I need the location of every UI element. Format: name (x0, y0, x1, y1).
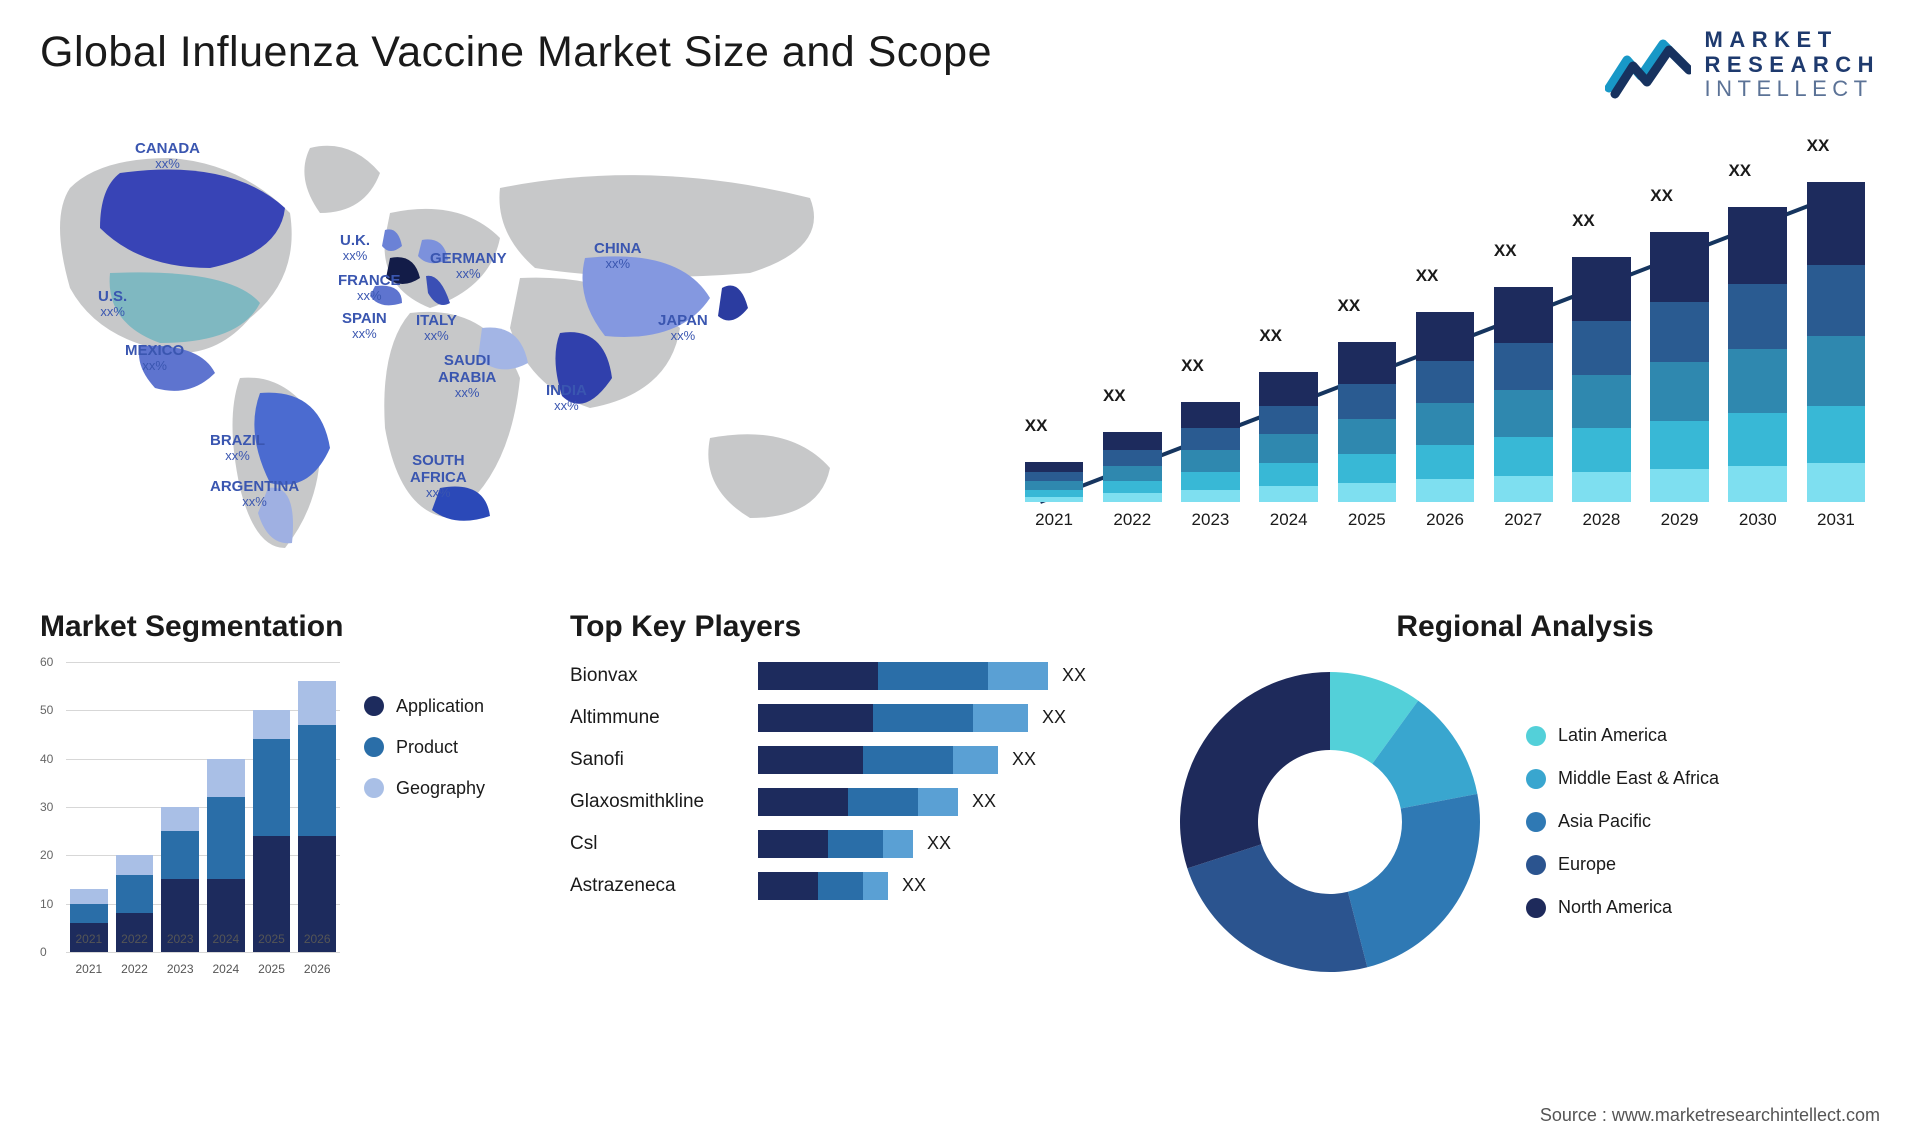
growth-bar-2031: XX2031 (1802, 182, 1870, 530)
growth-chart: XX2021XX2022XX2023XX2024XX2025XX2026XX20… (1020, 132, 1880, 562)
key-players-title: Top Key Players (570, 610, 1120, 644)
segmentation-chart: 0102030405060202120222023202420252026202… (40, 662, 340, 982)
player-row-astrazeneca: AstrazenecaXX (570, 872, 1120, 900)
player-row-bionvax: BionvaxXX (570, 662, 1120, 690)
donut-slice-north-america (1180, 672, 1330, 868)
key-players-panel: Top Key Players BionvaxXX AltimmuneXX Sano… (570, 610, 1120, 1030)
player-row-csl: CslXX (570, 830, 1120, 858)
brand-logo: MARKET RESEARCH INTELLECT (1605, 28, 1880, 102)
world-map-svg (30, 118, 970, 558)
logo-line1: MARKET (1705, 28, 1880, 53)
growth-bar-2025: XX2025 (1333, 342, 1401, 530)
regional-legend-middle-east-africa: Middle East & Africa (1526, 768, 1719, 789)
regional-title: Regional Analysis (1170, 610, 1880, 644)
donut-slice-asia-pacific (1348, 794, 1480, 967)
map-label-india: INDIAxx% (546, 382, 587, 414)
map-label-brazil: BRAZILxx% (210, 432, 265, 464)
map-label-argentina: ARGENTINAxx% (210, 478, 299, 510)
growth-bar-2024: XX2024 (1255, 372, 1323, 530)
regional-legend-europe: Europe (1526, 854, 1719, 875)
growth-bar-2026: XX2026 (1411, 312, 1479, 530)
regional-legend-latin-america: Latin America (1526, 725, 1719, 746)
seg-legend-product: Product (364, 737, 485, 758)
segmentation-panel: Market Segmentation 01020304050602021202… (40, 610, 520, 1030)
seg-bar-2025: 2025 (253, 710, 291, 952)
player-row-altimmune: AltimmuneXX (570, 704, 1120, 732)
logo-mark-icon (1605, 30, 1691, 100)
world-map: CANADAxx% U.S.xx% MEXICOxx% BRAZILxx% ARGENT… (40, 132, 980, 562)
map-label-mexico: MEXICOxx% (125, 342, 184, 374)
map-label-south-africa: SOUTHAFRICAxx% (410, 452, 467, 501)
growth-bar-2030: XX2030 (1724, 207, 1792, 530)
seg-bar-2026: 2026 (298, 681, 336, 952)
player-row-sanofi: SanofiXX (570, 746, 1120, 774)
map-label-spain: SPAINxx% (342, 310, 387, 342)
page-title: Global Influenza Vaccine Market Size and… (40, 28, 992, 77)
map-label-u-s-: U.S.xx% (98, 288, 127, 320)
seg-legend-application: Application (364, 696, 485, 717)
seg-bar-2024: 2024 (207, 759, 245, 952)
regional-panel: Regional Analysis Latin America Middle Ea… (1170, 610, 1880, 1030)
growth-bar-2021: XX2021 (1020, 462, 1088, 530)
segmentation-title: Market Segmentation (40, 610, 520, 644)
map-label-u-k-: U.K.xx% (340, 232, 370, 264)
seg-legend-geography: Geography (364, 778, 485, 799)
donut-slice-europe (1187, 844, 1367, 972)
map-label-italy: ITALYxx% (416, 312, 457, 344)
regional-donut (1170, 662, 1490, 982)
map-label-china: CHINAxx% (594, 240, 642, 272)
logo-line2: RESEARCH (1705, 53, 1880, 78)
player-row-glaxosmithkline: GlaxosmithklineXX (570, 788, 1120, 816)
map-label-saudi-arabia: SAUDIARABIAxx% (438, 352, 496, 401)
growth-bar-2022: XX2022 (1098, 432, 1166, 530)
regional-legend-asia-pacific: Asia Pacific (1526, 811, 1719, 832)
map-label-france: FRANCExx% (338, 272, 401, 304)
growth-bar-2028: XX2028 (1567, 257, 1635, 530)
regional-legend-north-america: North America (1526, 897, 1719, 918)
growth-bar-2023: XX2023 (1176, 402, 1244, 530)
seg-bar-2021: 2021 (70, 889, 108, 952)
regional-legend: Latin America Middle East & Africa Asia Pa… (1526, 725, 1719, 918)
growth-bar-2029: XX2029 (1646, 232, 1714, 530)
segmentation-legend: Application Product Geography (364, 662, 485, 982)
map-label-canada: CANADAxx% (135, 140, 200, 172)
map-label-germany: GERMANYxx% (430, 250, 507, 282)
seg-bar-2023: 2023 (161, 807, 199, 952)
map-label-japan: JAPANxx% (658, 312, 708, 344)
logo-line3: INTELLECT (1705, 77, 1880, 102)
source-attribution: Source : www.marketresearchintellect.com (1540, 1105, 1880, 1126)
growth-bar-2027: XX2027 (1489, 287, 1557, 530)
seg-bar-2022: 2022 (116, 855, 154, 952)
